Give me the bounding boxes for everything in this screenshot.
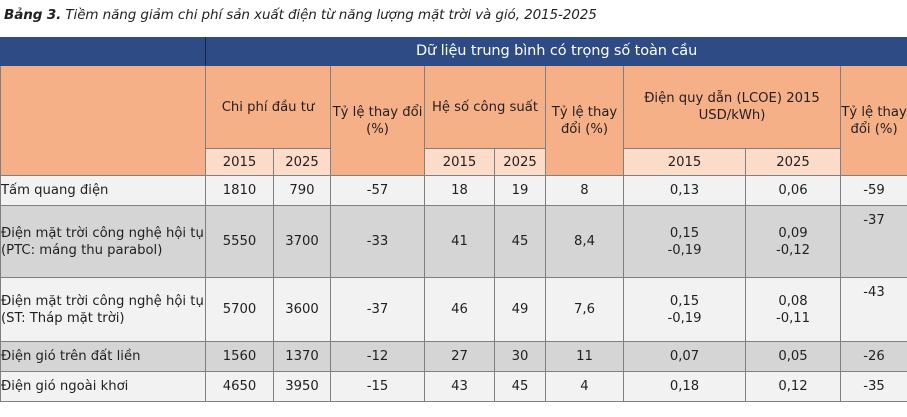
cell-cf-2015: 46 [424, 277, 495, 342]
table-row: Điện mặt trời công nghệ hội tụ (ST: Tháp… [0, 277, 907, 342]
cell-lcoe-2015-sub: -0,19 [667, 242, 702, 258]
cell-lcoe-change: -37 [839, 205, 907, 278]
cell-capex-2015: 1560 [205, 341, 274, 372]
cell-capex-2025: 3600 [273, 277, 331, 342]
cell-capex-2025: 790 [273, 175, 331, 206]
table-caption: Bảng 3. Tiềm năng giảm chi phí sản xuất … [0, 0, 907, 23]
table-container: Dữ liệu trung bình có trọng số toàn cầu … [0, 37, 907, 402]
cell-cf-change: 8 [545, 175, 624, 206]
row-label: Điện mặt trời công nghệ hội tụ (ST: Tháp… [0, 277, 206, 342]
header-lcoe: Điện quy dẫn (LCOE) 2015 USD/kWh) [623, 65, 841, 149]
year-row: 2015 2025 2015 2025 2015 2025 [1, 148, 907, 176]
cell-lcoe-2015: 0,07 [623, 341, 746, 372]
cell-lcoe-2015: 0,18 [623, 371, 746, 402]
header-capex-change: Tỷ lệ thay đổi (%) [330, 65, 425, 176]
cell-cf-2025: 45 [494, 205, 546, 278]
cell-capex-2015: 5550 [205, 205, 274, 278]
year-cf-2015: 2015 [424, 148, 495, 176]
cell-lcoe-2025: 0,12 [745, 371, 841, 402]
cell-lcoe-2015-main: 0,07 [669, 349, 700, 364]
table-row: Điện gió trên đất liền 1560 1370 -12 27 … [0, 341, 907, 372]
cell-lcoe-2015-sub: -0,19 [667, 310, 702, 326]
table-row: Tấm quang điện 1810 790 -57 18 19 8 0,13… [0, 175, 907, 206]
cell-lcoe-change: -35 [839, 371, 907, 402]
header-lcoe-change: Tỷ lệ thay đổi (%) [839, 65, 907, 176]
cell-cf-change: 11 [545, 341, 624, 372]
cell-lcoe-change: -43 [839, 277, 907, 342]
cell-cf-2015: 18 [424, 175, 495, 206]
cell-lcoe-2025: 0,08 -0,11 [745, 277, 841, 342]
cell-lcoe-2015-main: 0,13 [669, 183, 700, 198]
cell-cf-2025: 30 [494, 341, 546, 372]
cell-capex-2025: 1370 [273, 341, 331, 372]
caption-label: Bảng 3. [4, 7, 62, 23]
header-capacity-factor: Hệ số công suất [424, 65, 546, 149]
band-title-cell: Dữ liệu trung bình có trọng số toàn cầu [204, 37, 907, 66]
cell-lcoe-2015: 0,15 -0,19 [623, 277, 746, 342]
year-capex-2015: 2015 [205, 148, 274, 176]
cell-cf-change: 4 [545, 371, 624, 402]
year-cf-2025: 2025 [494, 148, 546, 176]
header-rowlabel-cell [0, 65, 206, 176]
band-row: Dữ liệu trung bình có trọng số toàn cầu [0, 37, 907, 66]
cell-lcoe-2025-main: 0,09 [778, 225, 808, 241]
row-label: Điện mặt trời công nghệ hội tụ (PTC: mán… [0, 205, 206, 278]
cell-lcoe-2025-main: 0,05 [778, 349, 808, 364]
year-capex-2025: 2025 [273, 148, 331, 176]
cell-lcoe-2015-main: 0,15 [669, 293, 700, 309]
cell-lcoe-2015-main: 0,18 [669, 379, 700, 394]
cell-lcoe-change: -26 [839, 341, 907, 372]
cell-lcoe-2025: 0,05 [745, 341, 841, 372]
cell-capex-change: -15 [330, 371, 425, 402]
header-cf-change: Tỷ lệ thay đổi (%) [545, 65, 624, 176]
cell-cf-2015: 41 [424, 205, 495, 278]
cell-lcoe-2025-sub: -0,11 [775, 310, 811, 326]
caption-text: Tiềm năng giảm chi phí sản xuất điện từ … [61, 7, 597, 23]
cell-cf-2015: 27 [424, 341, 495, 372]
table-row: Điện mặt trời công nghệ hội tụ (PTC: mán… [0, 205, 907, 278]
cell-lcoe-2015: 0,15 -0,19 [623, 205, 746, 278]
cell-cf-2015: 43 [424, 371, 495, 402]
cell-lcoe-2025: 0,06 [745, 175, 841, 206]
cell-capex-change: -12 [330, 341, 425, 372]
cell-capex-change: -33 [330, 205, 425, 278]
cell-capex-2015: 1810 [205, 175, 274, 206]
cell-lcoe-2025-main: 0,12 [778, 379, 808, 394]
cell-cf-2025: 49 [494, 277, 546, 342]
energy-cost-table: Dữ liệu trung bình có trọng số toàn cầu … [0, 37, 907, 402]
cell-lcoe-2025-sub: -0,12 [775, 242, 811, 258]
cell-lcoe-2015-main: 0,15 [669, 225, 700, 241]
table-row: Điện gió ngoài khơi 4650 3950 -15 43 45 … [0, 371, 907, 402]
band-spacer-cell [0, 37, 206, 66]
cell-lcoe-2025: 0,09 -0,12 [745, 205, 841, 278]
header-row: Chi phí đầu tư Tỷ lệ thay đổi (%) Hệ số … [0, 65, 907, 176]
cell-lcoe-2025-main: 0,08 [778, 293, 808, 309]
cell-cf-change: 7,6 [545, 277, 624, 342]
header-capex: Chi phí đầu tư [205, 65, 331, 149]
cell-capex-2025: 3950 [273, 371, 331, 402]
cell-cf-change: 8,4 [545, 205, 624, 278]
year-lcoe-2015: 2015 [623, 148, 746, 176]
cell-cf-2025: 45 [494, 371, 546, 402]
cell-lcoe-2025-main: 0,06 [778, 183, 808, 198]
row-label: Điện gió ngoài khơi [0, 371, 206, 402]
cell-lcoe-change: -59 [839, 175, 907, 206]
cell-capex-change: -57 [330, 175, 425, 206]
row-label: Điện gió trên đất liền [0, 341, 206, 372]
cell-capex-2025: 3700 [273, 205, 331, 278]
cell-capex-2015: 4650 [205, 371, 274, 402]
cell-capex-2015: 5700 [205, 277, 274, 342]
cell-lcoe-2015: 0,13 [623, 175, 746, 206]
year-lcoe-2025: 2025 [745, 148, 841, 176]
cell-capex-change: -37 [330, 277, 425, 342]
cell-cf-2025: 19 [494, 175, 546, 206]
row-label: Tấm quang điện [0, 175, 206, 206]
